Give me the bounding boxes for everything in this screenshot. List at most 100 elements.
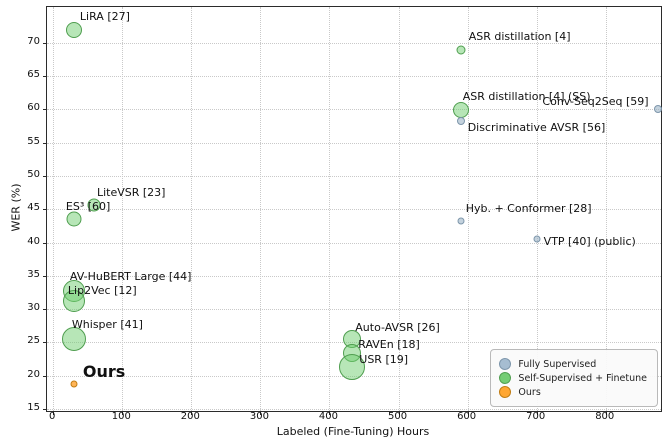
y-tick-mark: [43, 109, 47, 111]
scatter-point: [70, 380, 78, 388]
legend-label: Fully Supervised: [518, 358, 597, 370]
plot-area: LiRA [27] ASR distillation [4] ASR distill…: [43, 6, 662, 415]
x-tick-label: 400: [318, 411, 339, 422]
y-tick-label: 25: [27, 335, 40, 347]
y-tick-label: 45: [27, 202, 40, 214]
x-axis-label: Labeled (Fine-Tuning) Hours: [276, 425, 430, 438]
gridline-horizontal: [47, 42, 661, 44]
gridline-vertical: [191, 7, 193, 411]
gridline-horizontal: [47, 109, 661, 111]
y-tick-mark: [43, 176, 47, 178]
scatter-point: [339, 354, 366, 381]
y-tick-mark: [43, 76, 47, 78]
point-label: Discriminative AVSR [56]: [467, 120, 606, 134]
y-tick-mark: [43, 309, 47, 311]
x-tick-label: 500: [388, 411, 408, 422]
scatter-point: [87, 198, 101, 212]
point-label: ASR distillation [4] (SS): [462, 90, 591, 104]
gridline-horizontal: [47, 242, 661, 244]
legend-item: Self-Supervised + Finetune: [499, 372, 647, 384]
point-label: AV-HuBERT Large [44]: [69, 270, 192, 284]
gridline-vertical: [605, 7, 607, 411]
y-tick-label: 30: [27, 302, 40, 314]
point-label: RAVEn [18]: [358, 338, 420, 352]
x-tick-label: 200: [180, 411, 200, 422]
legend-swatch-ours: [499, 386, 512, 398]
gridline-horizontal: [47, 76, 661, 78]
x-tick-mark: [191, 411, 193, 415]
legend-swatch-fs: [499, 358, 512, 370]
point-label: Lip2Vec [12]: [67, 284, 137, 298]
scatter-point: [457, 217, 465, 225]
gridline-vertical: [536, 7, 538, 411]
scatter-point: [533, 235, 541, 243]
x-tick-label: 300: [249, 411, 269, 422]
point-label: USR [19]: [359, 353, 409, 367]
legend-swatch-ss: [499, 372, 512, 384]
point-label: Hyb. + Conformer [28]: [465, 201, 592, 215]
y-tick-label: 70: [27, 35, 40, 47]
gridline-horizontal: [47, 275, 661, 277]
gridline-horizontal: [47, 142, 661, 144]
y-tick-mark: [43, 142, 47, 144]
gridline-horizontal: [47, 176, 661, 178]
y-tick-label: 60: [27, 102, 40, 114]
x-tick-mark: [467, 411, 469, 415]
point-label: LiRA [27]: [79, 10, 130, 24]
point-label: LiteVSR [23]: [96, 185, 166, 199]
gridline-horizontal: [47, 209, 661, 211]
scatter-point: [61, 327, 86, 352]
scatter-point: [62, 290, 85, 313]
legend-label: Self-Supervised + Finetune: [518, 372, 647, 384]
scatter-point: [456, 116, 465, 125]
gridline-vertical: [122, 7, 124, 411]
gridline-horizontal: [47, 409, 661, 410]
y-tick-label: 50: [27, 169, 40, 181]
y-tick-mark: [43, 409, 47, 410]
y-tick-mark: [43, 42, 47, 44]
point-label: ASR distillation [4]: [468, 30, 571, 44]
y-tick-label: 35: [27, 268, 40, 280]
gridline-vertical: [329, 7, 331, 411]
point-label: ES³ [60]: [65, 200, 111, 214]
gridline-vertical: [467, 7, 469, 411]
x-tick-label: 600: [457, 411, 477, 422]
gridline-horizontal: [47, 309, 661, 311]
x-tick-label: 800: [595, 411, 615, 422]
scatter-point: [456, 45, 466, 55]
gridline-vertical: [53, 7, 55, 411]
point-label: Auto-AVSR [26]: [355, 321, 440, 335]
legend: Fully Supervised Self-Supervised + Finetu…: [490, 349, 658, 407]
legend-item: Fully Supervised: [499, 358, 647, 370]
y-tick-label: 55: [27, 135, 40, 147]
x-tick-mark: [122, 411, 124, 415]
scatter-point: [653, 105, 662, 114]
scatter-point: [65, 22, 82, 39]
scatter-point: [452, 102, 469, 119]
x-tick-mark: [398, 411, 400, 415]
y-tick-mark: [43, 242, 47, 244]
y-tick-mark: [43, 375, 47, 377]
y-tick-label: 20: [27, 368, 40, 380]
x-tick-mark: [329, 411, 331, 415]
x-tick-mark: [536, 411, 538, 415]
point-label: VTP [40] (public): [543, 234, 636, 248]
x-tick-mark: [260, 411, 262, 415]
point-label: Whisper [41]: [71, 318, 143, 332]
legend-label: Ours: [518, 386, 541, 398]
x-tick-mark: [605, 411, 607, 415]
x-tick-label: 700: [526, 411, 546, 422]
gridline-vertical: [260, 7, 262, 411]
gridline-vertical: [398, 7, 400, 411]
y-tick-mark: [43, 342, 47, 344]
y-tick-mark: [43, 209, 47, 211]
point-label: Ours: [82, 361, 126, 381]
y-tick-label: 15: [27, 402, 40, 413]
x-tick-label: 100: [111, 411, 131, 422]
y-tick-mark: [43, 275, 47, 277]
y-tick-label: 40: [27, 235, 40, 247]
scatter-point: [66, 211, 82, 227]
x-tick-label: 0: [49, 411, 56, 422]
y-tick-label: 65: [27, 69, 40, 81]
